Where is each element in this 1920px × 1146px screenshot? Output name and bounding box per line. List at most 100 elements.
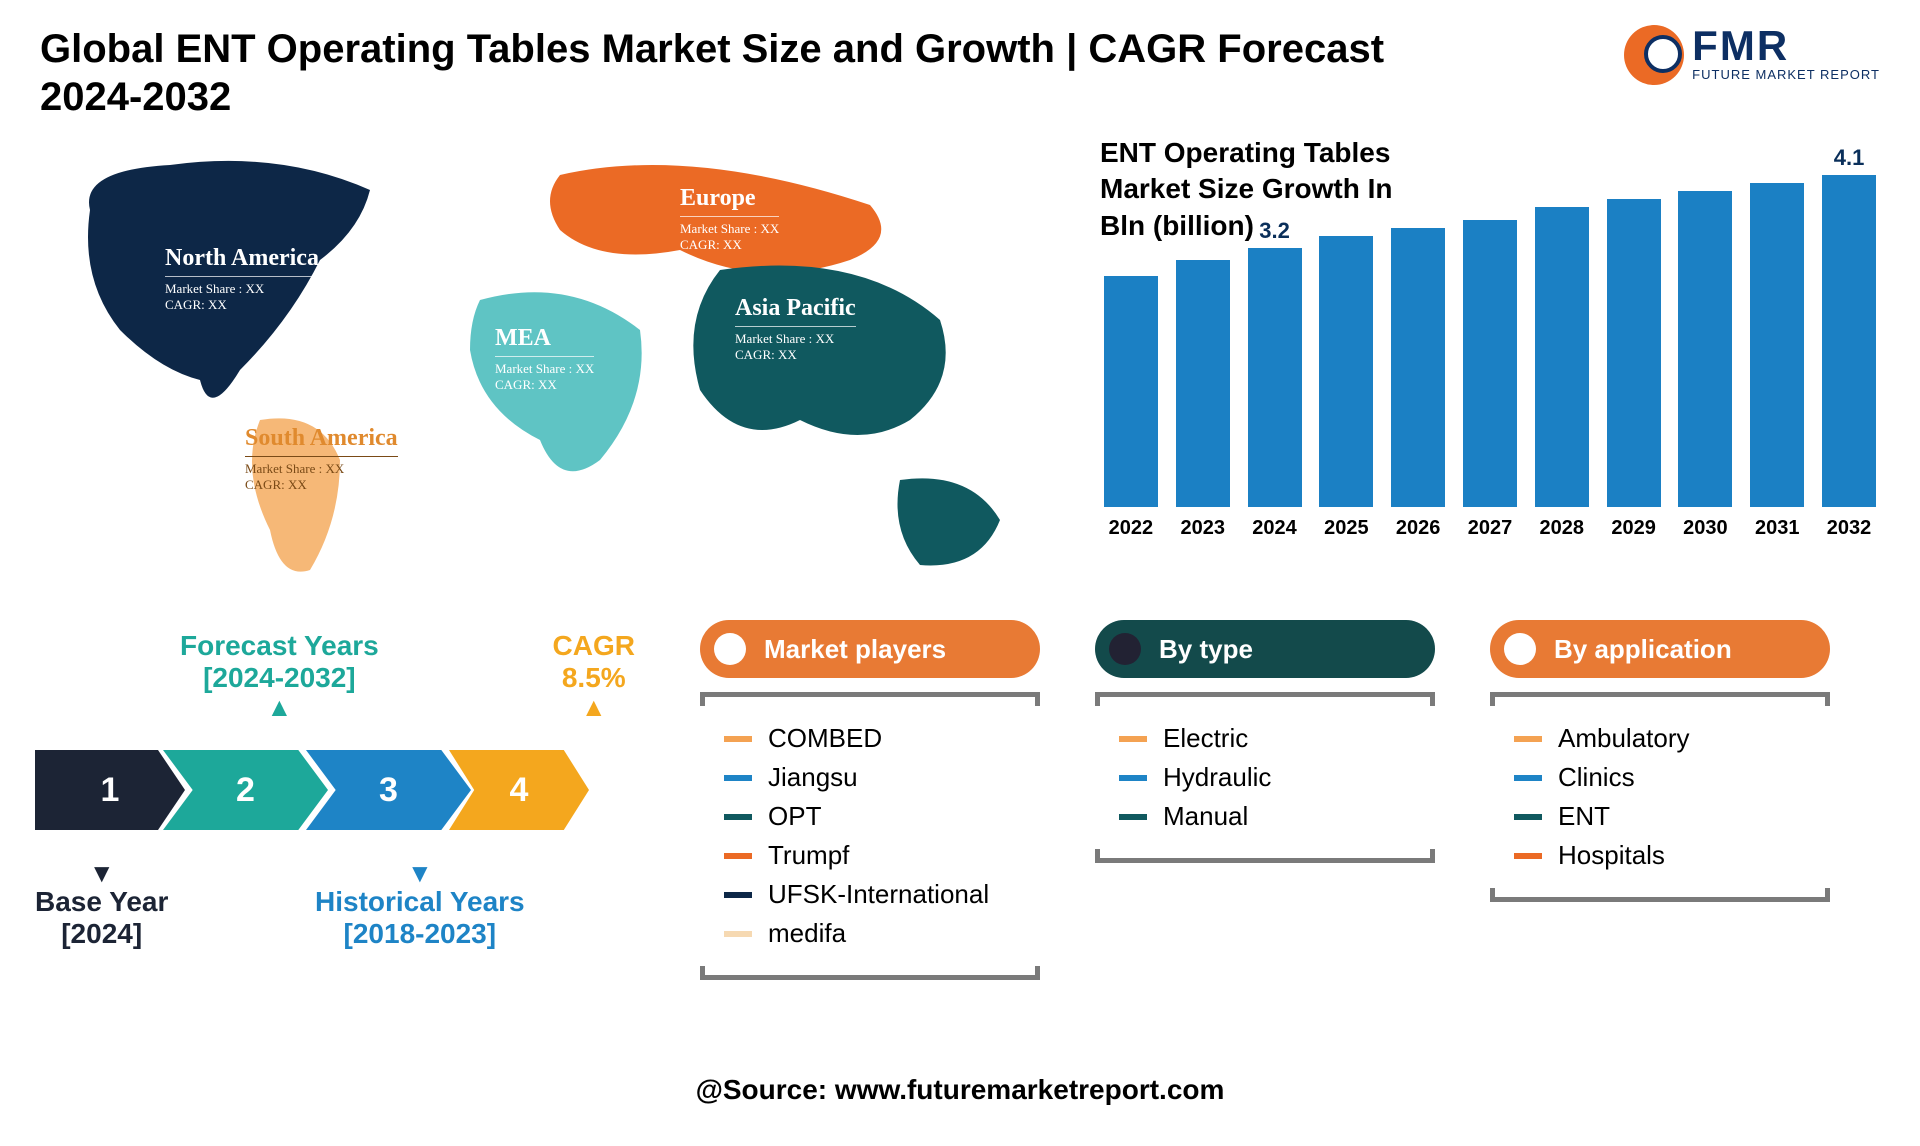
bar-x-label: 2027 xyxy=(1468,517,1513,540)
bar-x-label: 2031 xyxy=(1755,517,1800,540)
region-label-mea: MEA Market Share : XXCAGR: XX xyxy=(495,325,594,393)
timeline-segment: 2 xyxy=(163,750,328,830)
cat-application: By application AmbulatoryClinicsENTHospi… xyxy=(1490,620,1830,902)
bar-col: 3.22024 xyxy=(1244,248,1306,540)
bar-col: 2022 xyxy=(1100,276,1162,540)
list-item-label: Hospitals xyxy=(1558,840,1665,871)
bar-value-label: 4.1 xyxy=(1834,145,1865,171)
bar-x-label: 2032 xyxy=(1827,517,1872,540)
list-item-label: Jiangsu xyxy=(768,762,858,793)
list-marker-icon xyxy=(1119,814,1147,820)
list-item-label: Electric xyxy=(1163,723,1248,754)
list-marker-icon xyxy=(1514,775,1542,781)
cat-players: Market players COMBEDJiangsuOPTTrumpfUFS… xyxy=(700,620,1040,980)
list-item: OPT xyxy=(724,801,1040,832)
bar-col: 2026 xyxy=(1387,228,1449,540)
bar-col: 4.12032 xyxy=(1818,175,1880,540)
list-marker-icon xyxy=(724,736,752,742)
list-item-label: OPT xyxy=(768,801,821,832)
bar-col: 2023 xyxy=(1172,260,1234,540)
list-item: Electric xyxy=(1119,723,1435,754)
list-item: Trumpf xyxy=(724,840,1040,871)
region-name: Asia Pacific xyxy=(735,295,856,322)
timeline-row: 1234 xyxy=(35,750,655,830)
timeline-segment: 3 xyxy=(306,750,471,830)
bar-x-label: 2029 xyxy=(1611,517,1656,540)
list-item-label: COMBED xyxy=(768,723,882,754)
list-marker-icon xyxy=(724,814,752,820)
region-name: Europe xyxy=(680,185,779,212)
bar-x-label: 2022 xyxy=(1109,517,1154,540)
bar xyxy=(1678,191,1732,507)
bar xyxy=(1750,183,1804,507)
region-name: North America xyxy=(165,245,319,272)
timeline-segment: 4 xyxy=(449,750,589,830)
list-item: Clinics xyxy=(1514,762,1830,793)
list-item: Jiangsu xyxy=(724,762,1040,793)
list-item-label: Hydraulic xyxy=(1163,762,1271,793)
region-name: South America xyxy=(245,425,398,452)
list-marker-icon xyxy=(724,892,752,898)
list-type: Electric Hydraulic Manual xyxy=(1095,692,1435,863)
bar xyxy=(1391,228,1445,507)
region-label-eu: Europe Market Share : XXCAGR: XX xyxy=(680,185,779,253)
region-label-na: North America Market Share : XXCAGR: XX xyxy=(165,245,319,313)
world-map: North America Market Share : XXCAGR: XX … xyxy=(40,150,1080,580)
logo-acronym: FMR xyxy=(1692,25,1880,67)
list-item: Hydraulic xyxy=(1119,762,1435,793)
list-marker-icon xyxy=(1119,736,1147,742)
bar-col: 2029 xyxy=(1603,199,1665,540)
timeline-label-historical: ▼ Historical Years [2018-2023] xyxy=(315,860,525,950)
bar-col: 2028 xyxy=(1531,207,1593,540)
pill-dot-icon xyxy=(1504,633,1536,665)
list-marker-icon xyxy=(724,931,752,937)
list-players: COMBED Jiangsu OPT Trumpf UFSK-International… xyxy=(700,692,1040,980)
bar xyxy=(1607,199,1661,507)
timeline-label-cagr: CAGR 8.5% ▲ xyxy=(553,630,635,720)
fmr-logo: FMR FUTURE MARKET REPORT xyxy=(1624,25,1880,121)
bar xyxy=(1176,260,1230,507)
list-item-label: Ambulatory xyxy=(1558,723,1690,754)
list-item-label: medifa xyxy=(768,918,846,949)
bar-x-label: 2026 xyxy=(1396,517,1441,540)
list-item: medifa xyxy=(724,918,1040,949)
list-item-label: Trumpf xyxy=(768,840,849,871)
logo-tagline: FUTURE MARKET REPORT xyxy=(1692,67,1880,82)
region-label-sa: South America Market Share : XXCAGR: XX xyxy=(245,425,398,493)
bar-chart: ENT Operating Tables Market Size Growth … xyxy=(1100,135,1880,585)
region-label-ap: Asia Pacific Market Share : XXCAGR: XX xyxy=(735,295,856,363)
bar-x-label: 2028 xyxy=(1540,517,1585,540)
list-item-label: Clinics xyxy=(1558,762,1635,793)
bar xyxy=(1319,236,1373,507)
list-marker-icon xyxy=(1514,814,1542,820)
chart-bars: 202220233.220242025202620272028202920302… xyxy=(1100,200,1880,540)
logo-telescope-icon xyxy=(1624,25,1684,85)
list-marker-icon xyxy=(1514,736,1542,742)
pill-dot-icon xyxy=(714,633,746,665)
timeline-label-base: ▼ Base Year [2024] xyxy=(35,860,168,950)
bar-col: 2030 xyxy=(1675,191,1737,540)
timeline: Forecast Years [2024-2032] ▲ CAGR 8.5% ▲… xyxy=(35,630,655,830)
list-item-label: ENT xyxy=(1558,801,1610,832)
list-item: ENT xyxy=(1514,801,1830,832)
bar-x-label: 2025 xyxy=(1324,517,1369,540)
bar: 3.2 xyxy=(1248,248,1302,507)
bar xyxy=(1463,220,1517,507)
header: Global ENT Operating Tables Market Size … xyxy=(40,25,1880,121)
bar-col: 2025 xyxy=(1315,236,1377,540)
timeline-label-forecast: Forecast Years [2024-2032] ▲ xyxy=(180,630,379,720)
bar-value-label: 3.2 xyxy=(1259,218,1290,244)
cat-type: By type ElectricHydraulicManual xyxy=(1095,620,1435,863)
bar-col: 2031 xyxy=(1746,183,1808,540)
source-line: @Source: www.futuremarketreport.com xyxy=(0,1074,1920,1106)
bar xyxy=(1104,276,1158,507)
page-title: Global ENT Operating Tables Market Size … xyxy=(40,25,1440,121)
bar xyxy=(1535,207,1589,507)
list-item: COMBED xyxy=(724,723,1040,754)
list-marker-icon xyxy=(724,853,752,859)
list-item: Ambulatory xyxy=(1514,723,1830,754)
list-item-label: UFSK-International xyxy=(768,879,989,910)
list-marker-icon xyxy=(1119,775,1147,781)
list-marker-icon xyxy=(724,775,752,781)
list-item-label: Manual xyxy=(1163,801,1248,832)
